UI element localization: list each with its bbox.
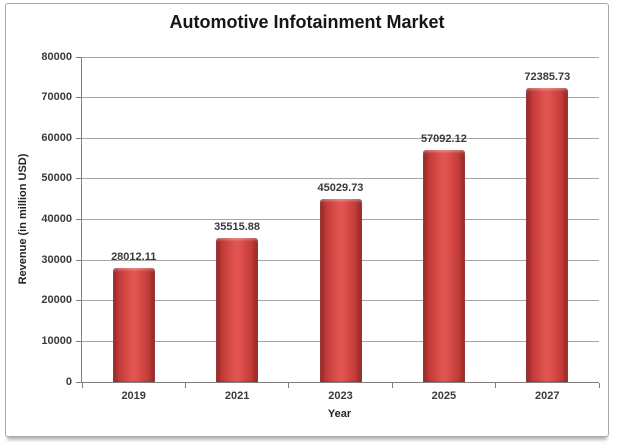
bar-value-label: 35515.88 [214, 220, 261, 233]
x-tick-label: 2025 [431, 390, 457, 402]
y-tick-label: 20000 [41, 294, 72, 307]
y-tick-mark [76, 300, 82, 302]
x-tick-mark [391, 383, 393, 388]
x-tick-mark [598, 383, 600, 388]
y-tick-label: 60000 [41, 131, 72, 144]
y-tick-label: 0 [65, 375, 72, 388]
y-tick-label: 50000 [41, 172, 72, 185]
y-tick-mark [76, 381, 82, 383]
y-tick-mark [76, 97, 82, 99]
bar [319, 199, 362, 382]
y-tick-label: 10000 [41, 334, 72, 347]
x-tick-mark [288, 383, 290, 388]
bar [526, 87, 569, 382]
x-tick-mark [184, 383, 186, 388]
y-tick-mark [76, 340, 82, 342]
x-tick-mark [81, 383, 83, 388]
bar [422, 150, 465, 382]
gridline [82, 178, 599, 180]
bar [112, 268, 155, 382]
x-tick-label: 2021 [224, 390, 250, 402]
gridline [82, 97, 599, 99]
y-tick-mark [76, 56, 82, 58]
y-tick-mark [76, 219, 82, 220]
bar [216, 237, 259, 382]
gridline [82, 56, 599, 58]
bar-value-label: 28012.11 [111, 251, 157, 264]
y-tick-mark [76, 259, 82, 261]
bar-value-label: 57092.12 [420, 133, 467, 146]
y-tick-label: 70000 [41, 91, 72, 104]
plot-area: 0 10000 20000 30000 40000 50000 60000 70000 8000… [41, 51, 600, 402]
gridline [82, 137, 599, 139]
y-tick-label: 30000 [41, 253, 72, 266]
x-tick-label: 2027 [535, 390, 560, 402]
y-tick-mark [76, 178, 82, 180]
y-tick-mark [76, 137, 82, 139]
x-axis-title: Year [327, 408, 352, 420]
chart-frame: Automotive Infotainment Market Revenue (… [5, 3, 609, 437]
bar-value-label: 72385.73 [524, 70, 571, 83]
x-tick-mark [495, 383, 497, 388]
chart-title: Automotive Infotainment Market [169, 12, 445, 32]
y-tick-label: 40000 [41, 213, 72, 225]
x-tick-label: 2019 [121, 390, 146, 402]
bar-value-label: 45029.73 [317, 182, 364, 195]
x-tick-label: 2023 [328, 390, 353, 402]
y-tick-label: 80000 [41, 50, 72, 63]
